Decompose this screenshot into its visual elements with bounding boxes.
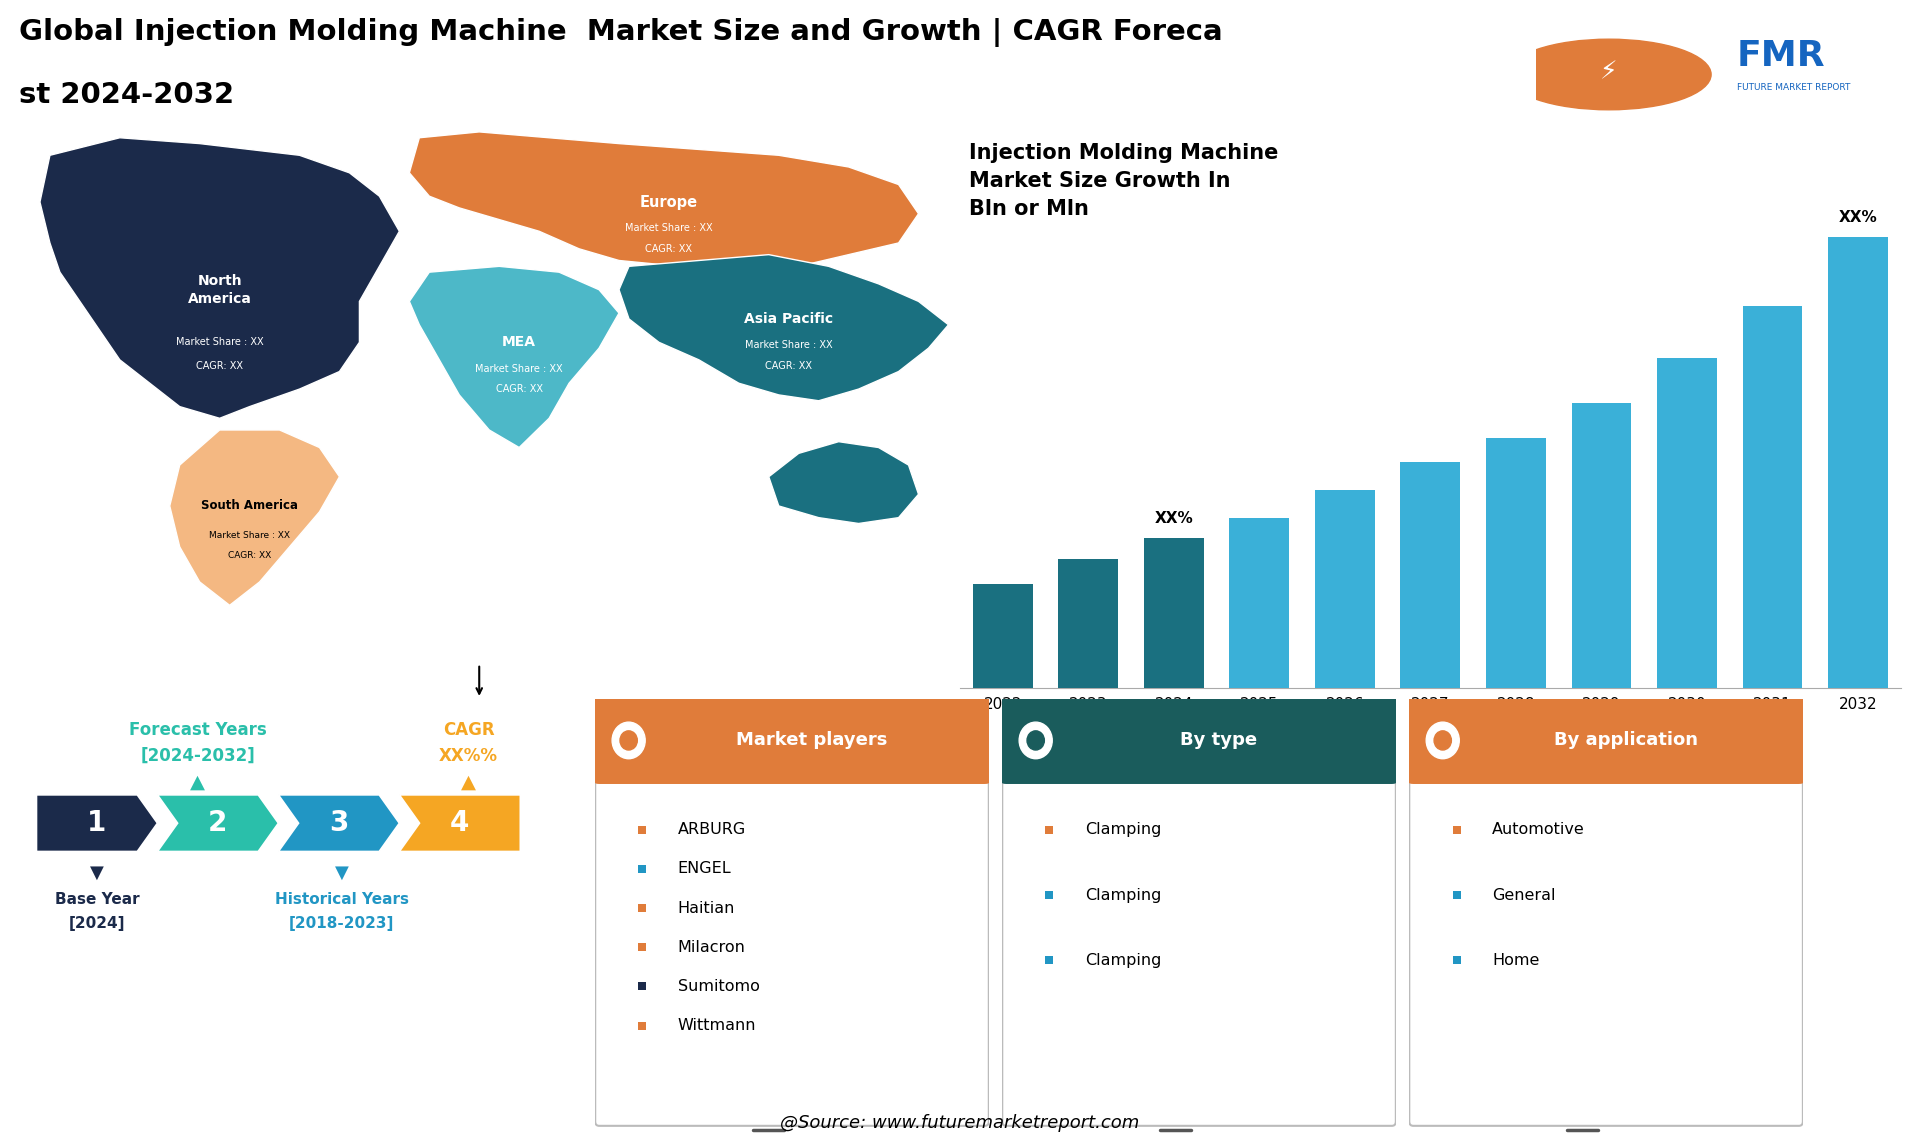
Bar <box>1486 438 1546 688</box>
Text: 2: 2 <box>207 809 228 838</box>
Bar <box>1400 462 1461 688</box>
Text: Market players: Market players <box>735 731 887 749</box>
Text: Global Injection Molding Machine  Market Size and Growth | CAGR Foreca: Global Injection Molding Machine Market … <box>19 17 1223 47</box>
Text: CAGR: CAGR <box>444 721 493 738</box>
Bar <box>1144 539 1204 688</box>
Text: Market Share : XX: Market Share : XX <box>177 337 263 347</box>
Text: North
America: North America <box>188 274 252 306</box>
Text: Haitian: Haitian <box>678 901 735 916</box>
Text: Injection Molding Machine
Market Size Growth In
Bln or Mln: Injection Molding Machine Market Size Gr… <box>970 143 1279 219</box>
FancyBboxPatch shape <box>996 697 1402 784</box>
Text: ⚡: ⚡ <box>1599 60 1619 84</box>
Circle shape <box>1020 722 1052 759</box>
Text: CAGR: XX: CAGR: XX <box>196 361 244 370</box>
Polygon shape <box>36 795 157 851</box>
Polygon shape <box>40 138 399 418</box>
Text: CAGR: XX: CAGR: XX <box>766 361 812 370</box>
Text: By type: By type <box>1181 731 1258 749</box>
Bar <box>1571 403 1632 688</box>
Polygon shape <box>157 795 278 851</box>
Text: Clamping: Clamping <box>1085 952 1162 968</box>
Text: XX%%: XX%% <box>440 747 497 764</box>
Text: [2024-2032]: [2024-2032] <box>140 747 255 764</box>
Text: Market Share : XX: Market Share : XX <box>209 531 290 540</box>
Text: Forecast Years: Forecast Years <box>129 721 267 738</box>
Text: Market Share : XX: Market Share : XX <box>626 223 712 234</box>
FancyBboxPatch shape <box>589 697 995 784</box>
Text: FMR: FMR <box>1736 39 1826 72</box>
Text: CAGR: XX: CAGR: XX <box>495 384 543 394</box>
Circle shape <box>1427 722 1459 759</box>
Text: ▼: ▼ <box>334 864 349 882</box>
Polygon shape <box>169 430 340 605</box>
Polygon shape <box>399 795 520 851</box>
Circle shape <box>1434 731 1452 749</box>
Bar <box>1743 306 1803 688</box>
Text: Automotive: Automotive <box>1492 822 1584 838</box>
Text: 3: 3 <box>328 809 349 838</box>
Bar <box>1657 358 1716 688</box>
Text: 1: 1 <box>86 809 108 838</box>
Circle shape <box>612 722 645 759</box>
Text: Clamping: Clamping <box>1085 887 1162 903</box>
Text: ▲: ▲ <box>461 772 476 791</box>
Polygon shape <box>618 254 948 401</box>
Text: MEA: MEA <box>503 336 536 350</box>
Polygon shape <box>409 132 918 272</box>
Text: XX%: XX% <box>1154 511 1192 526</box>
Bar <box>1229 518 1290 688</box>
Circle shape <box>1507 39 1711 110</box>
Text: South America: South America <box>202 500 298 512</box>
Text: ▼: ▼ <box>90 864 104 882</box>
Circle shape <box>620 731 637 749</box>
Text: Asia Pacific: Asia Pacific <box>745 312 833 325</box>
Text: Wittmann: Wittmann <box>678 1018 756 1034</box>
Bar <box>1315 489 1375 688</box>
Text: Europe: Europe <box>639 195 699 210</box>
Polygon shape <box>768 441 918 524</box>
Bar <box>1828 237 1887 688</box>
Text: ENGEL: ENGEL <box>678 862 732 877</box>
Bar <box>1058 559 1117 688</box>
Text: Historical Years: Historical Years <box>275 892 409 906</box>
Text: Base Year: Base Year <box>54 892 140 906</box>
Polygon shape <box>278 795 399 851</box>
Text: @Source: www.futuremarketreport.com: @Source: www.futuremarketreport.com <box>780 1114 1140 1132</box>
Text: FUTURE MARKET REPORT: FUTURE MARKET REPORT <box>1736 83 1851 92</box>
Text: Sumitomo: Sumitomo <box>678 979 760 994</box>
Text: Market Share : XX: Market Share : XX <box>745 340 833 351</box>
Bar <box>973 583 1033 688</box>
Text: Clamping: Clamping <box>1085 822 1162 838</box>
Text: XX%: XX% <box>1839 210 1878 225</box>
Text: ▲: ▲ <box>190 772 205 791</box>
Text: Milacron: Milacron <box>678 940 745 955</box>
Text: Market Share : XX: Market Share : XX <box>476 363 563 374</box>
FancyBboxPatch shape <box>1404 697 1809 784</box>
Text: Home: Home <box>1492 952 1540 968</box>
Text: 4: 4 <box>449 809 470 838</box>
FancyBboxPatch shape <box>1409 777 1803 1125</box>
Text: By application: By application <box>1553 731 1697 749</box>
Text: General: General <box>1492 887 1555 903</box>
FancyBboxPatch shape <box>595 777 989 1125</box>
Text: CAGR: XX: CAGR: XX <box>228 551 271 560</box>
Text: st 2024-2032: st 2024-2032 <box>19 81 234 109</box>
FancyBboxPatch shape <box>1002 777 1396 1125</box>
Text: ARBURG: ARBURG <box>678 822 747 838</box>
Text: CAGR: XX: CAGR: XX <box>645 244 693 253</box>
Text: [2024]: [2024] <box>69 916 125 931</box>
Polygon shape <box>409 266 618 447</box>
Circle shape <box>1027 731 1044 749</box>
Text: [2018-2023]: [2018-2023] <box>290 916 394 931</box>
